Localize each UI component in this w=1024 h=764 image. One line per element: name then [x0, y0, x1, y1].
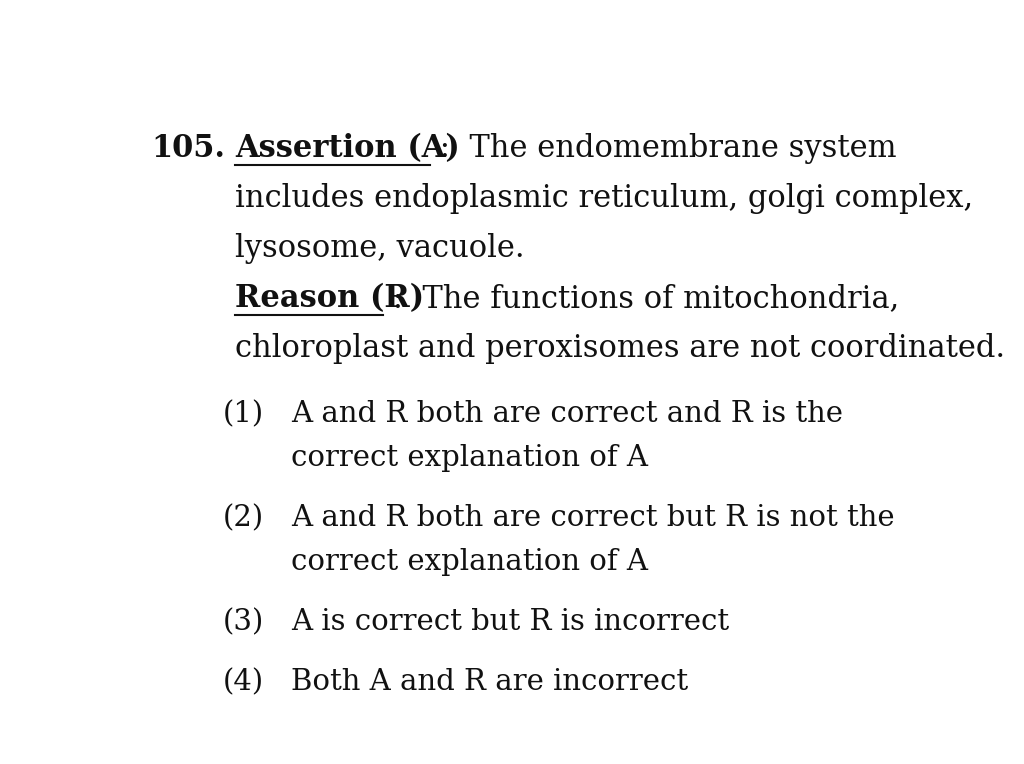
Text: (1): (1) — [223, 400, 264, 429]
Text: A is correct but R is incorrect: A is correct but R is incorrect — [291, 608, 729, 636]
Text: 105.: 105. — [152, 133, 226, 163]
Text: correct explanation of A: correct explanation of A — [291, 445, 648, 472]
Text: includes endoplasmic reticulum, golgi complex,: includes endoplasmic reticulum, golgi co… — [236, 183, 973, 214]
Text: A and R both are correct and R is the: A and R both are correct and R is the — [291, 400, 843, 429]
Text: chloroplast and peroxisomes are not coordinated.: chloroplast and peroxisomes are not coor… — [236, 333, 1006, 364]
Text: (3): (3) — [223, 608, 264, 636]
Text: (2): (2) — [223, 504, 264, 533]
Text: Reason (R): Reason (R) — [236, 283, 424, 314]
Text: :  The functions of mitochondria,: : The functions of mitochondria, — [383, 283, 899, 314]
Text: Both A and R are incorrect: Both A and R are incorrect — [291, 668, 688, 697]
Text: correct explanation of A: correct explanation of A — [291, 549, 648, 576]
Text: (4): (4) — [223, 668, 264, 697]
Text: lysosome, vacuole.: lysosome, vacuole. — [236, 233, 524, 264]
Text: :  The endomembrane system: : The endomembrane system — [430, 133, 896, 163]
Text: Assertion (A): Assertion (A) — [236, 133, 460, 163]
Text: A and R both are correct but R is not the: A and R both are correct but R is not th… — [291, 504, 894, 533]
